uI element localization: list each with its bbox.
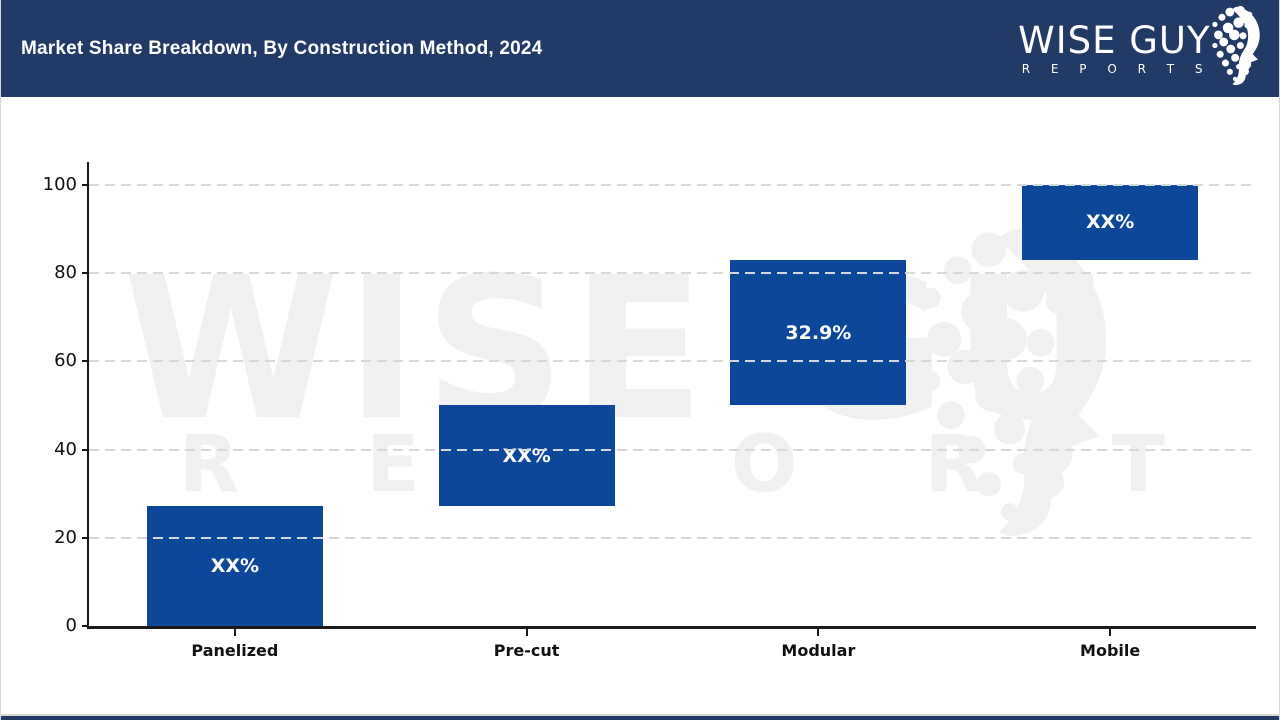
xtick-mark: [233, 629, 236, 636]
x-axis-line: [87, 626, 1256, 629]
watermark-dotted-head-icon: [863, 222, 1163, 571]
chart-title: Market Share Breakdown, By Construction …: [21, 37, 543, 59]
footer-bar: [1, 716, 1279, 720]
ytick-label: 20: [54, 526, 77, 548]
ytick-mark: [82, 448, 89, 451]
y-axis-line: [87, 162, 89, 629]
ytick-label: 60: [54, 350, 77, 372]
category-label-pre-cut: Pre-cut: [493, 641, 560, 660]
xtick-mark: [525, 629, 528, 636]
ytick-mark: [82, 536, 89, 539]
bottom-rule: [1, 714, 1279, 716]
dotted-head-icon: [1212, 5, 1260, 86]
category-label-panelized: Panelized: [191, 641, 279, 660]
xtick-mark: [817, 629, 820, 636]
ytick-mark: [82, 625, 89, 627]
category-label-modular: Modular: [781, 641, 856, 660]
gridline-y100: [89, 184, 1256, 186]
ytick-mark: [82, 360, 89, 363]
xtick-mark: [1109, 629, 1112, 636]
ytick-label: 80: [54, 262, 77, 284]
ytick-label: 100: [42, 174, 77, 195]
ytick-label: 0: [65, 615, 77, 636]
logo-line1: WISE GUY: [1018, 18, 1211, 62]
category-label-mobile: Mobile: [1080, 641, 1141, 660]
logo-line2: R E P O R T S: [1021, 62, 1211, 77]
logo-wordmark: WISE GUY R E P O R T S: [1018, 18, 1211, 77]
ytick-mark: [82, 184, 89, 186]
header: Market Share Breakdown, By Construction …: [1, 0, 1279, 97]
ytick-mark: [82, 272, 89, 275]
wise-guy-reports-logo: WISE GUY R E P O R T S: [1018, 5, 1267, 92]
ytick-label: 40: [54, 438, 77, 460]
